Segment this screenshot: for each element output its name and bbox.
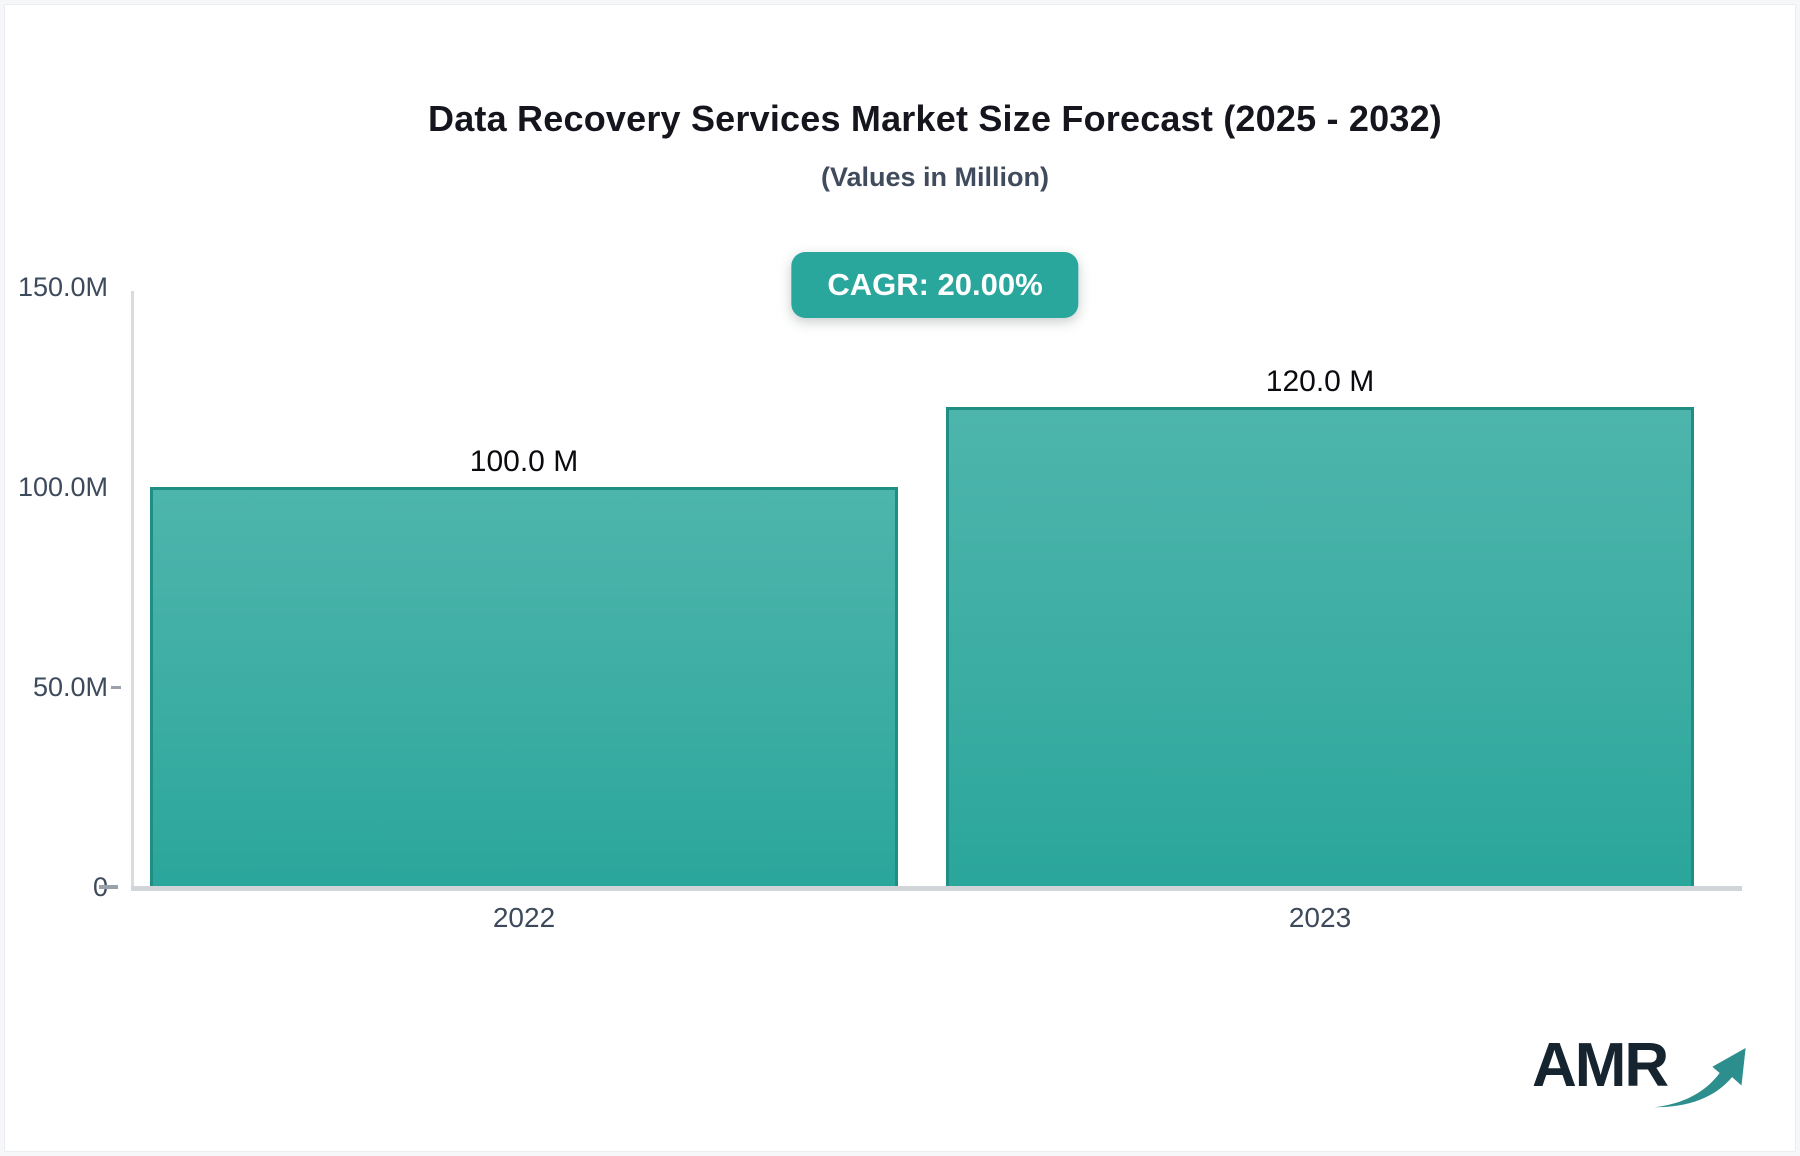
y-axis-line	[131, 291, 134, 887]
y-tick-label: 0	[0, 871, 108, 903]
x-axis-baseline	[131, 886, 1742, 891]
bar-value-label: 120.0 M	[1265, 365, 1375, 398]
x-category-label: 2022	[492, 902, 556, 933]
chart-title: Data Recovery Services Market Size Forec…	[428, 98, 1442, 139]
chart-subtitle: (Values in Million)	[820, 162, 1050, 192]
y-tick-label: 50.0M	[32, 672, 108, 702]
y-tick-label: 150.0M	[17, 272, 108, 302]
trend-up-arrow-icon	[1654, 1048, 1746, 1108]
amr-logo: AMR	[1532, 1030, 1755, 1112]
bar-2023	[946, 407, 1694, 886]
bar-2022	[150, 487, 898, 886]
bar-value-label: 100.0 M	[469, 445, 579, 478]
amr-logo-text: AMR	[1532, 1031, 1669, 1100]
y-tick-mark	[99, 885, 118, 889]
cagr-badge: CAGR: 20.00%	[791, 252, 1079, 318]
y-tick-label: 100.0M	[17, 472, 108, 502]
y-tick-mark	[111, 686, 121, 689]
x-category-label: 2023	[1288, 902, 1352, 933]
